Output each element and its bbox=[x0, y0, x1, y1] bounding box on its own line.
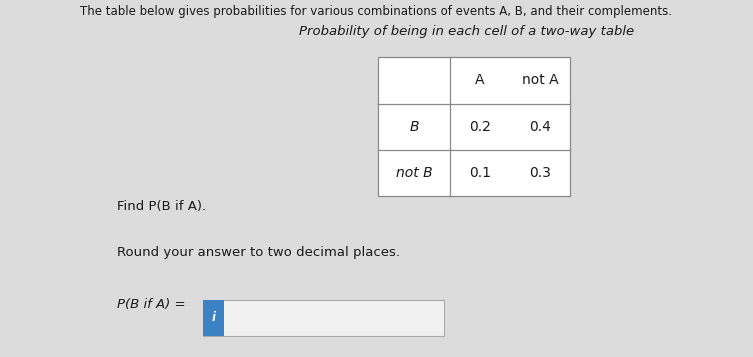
Bar bbox=[203, 300, 224, 336]
Text: Find P(B if A).: Find P(B if A). bbox=[117, 200, 206, 213]
Text: P(B if A) =: P(B if A) = bbox=[117, 298, 185, 311]
Bar bbox=[203, 300, 444, 336]
Text: B: B bbox=[410, 120, 419, 134]
Text: 0.2: 0.2 bbox=[469, 120, 491, 134]
Text: not A: not A bbox=[522, 73, 559, 87]
Text: Round your answer to two decimal places.: Round your answer to two decimal places. bbox=[117, 246, 400, 259]
Bar bbox=[378, 57, 570, 196]
Bar bbox=[378, 57, 570, 196]
Text: Probability of being in each cell of a two-way table: Probability of being in each cell of a t… bbox=[299, 25, 635, 38]
Text: A: A bbox=[475, 73, 485, 87]
Text: 0.3: 0.3 bbox=[529, 166, 551, 180]
Text: 0.1: 0.1 bbox=[469, 166, 491, 180]
Text: i: i bbox=[212, 311, 216, 324]
Text: The table below gives probabilities for various combinations of events A, B, and: The table below gives probabilities for … bbox=[81, 5, 672, 18]
Text: not B: not B bbox=[396, 166, 432, 180]
Text: 0.4: 0.4 bbox=[529, 120, 551, 134]
